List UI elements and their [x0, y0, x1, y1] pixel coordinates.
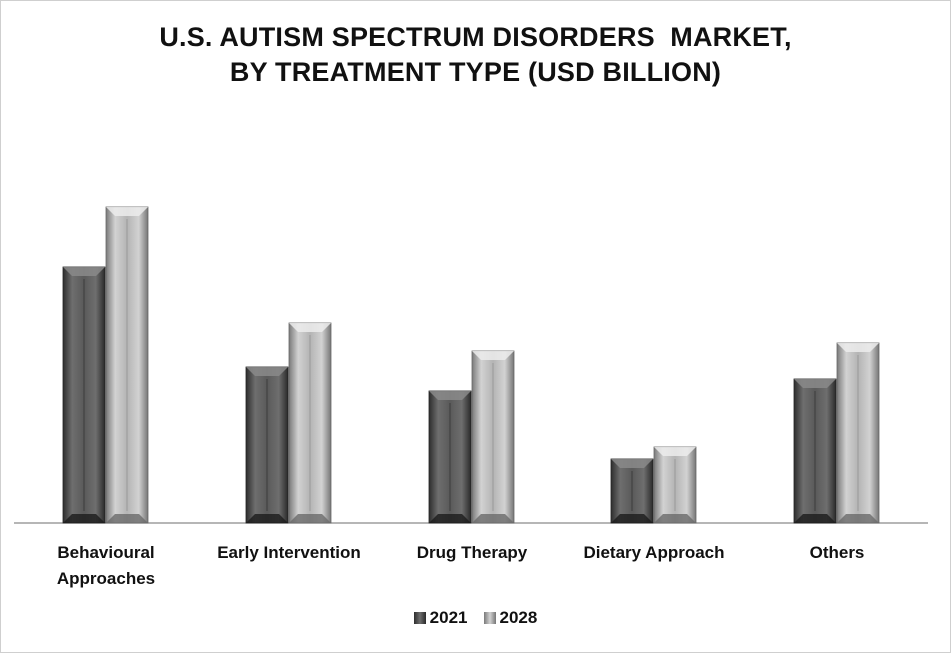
- legend-swatch-2028: [483, 612, 496, 624]
- bar-2028-1: [288, 322, 332, 524]
- chart-title: U.S. AUTISM SPECTRUM DISORDERS MARKET, B…: [0, 20, 951, 90]
- bar-2021-2: [428, 390, 472, 524]
- bar-2021-0: [62, 266, 106, 524]
- x-tick-label-3: Dietary Approach: [583, 543, 724, 562]
- chart-title-line-2: BY TREATMENT TYPE (USD BILLION): [229, 57, 722, 87]
- legend-item-2028: 2028: [483, 608, 538, 628]
- x-tick-label-1-line-0: Early Intervention: [217, 543, 361, 562]
- x-tick-labels: Behavioural Approaches Early Intervention D…: [57, 543, 865, 588]
- legend-item-2021: 2021: [413, 608, 468, 628]
- bar-2028-3: [653, 446, 697, 524]
- x-tick-label-4-line-0: Others: [810, 543, 865, 562]
- x-tick-label-4: Others: [810, 543, 865, 562]
- bar-2028-4: [836, 342, 880, 524]
- legend-swatch-2021: [413, 612, 426, 624]
- bars-group: [62, 206, 880, 524]
- x-tick-label-3-line-0: Dietary Approach: [583, 543, 724, 562]
- x-tick-label-0-line-0: Behavioural: [57, 543, 154, 562]
- bar-2028-2: [471, 350, 515, 524]
- legend-label-2021: 2021: [429, 608, 468, 627]
- bar-2021-3: [610, 458, 654, 524]
- bar-2028-0: [105, 206, 149, 524]
- x-tick-label-1: Early Intervention: [217, 543, 361, 562]
- chart-title-line-1: U.S. AUTISM SPECTRUM DISORDERS MARKET,: [159, 22, 792, 52]
- bar-2021-1: [245, 366, 289, 524]
- x-tick-label-0: Behavioural Approaches: [57, 543, 155, 588]
- x-tick-label-0-line-1: Approaches: [57, 569, 155, 588]
- legend-label-2028: 2028: [499, 608, 538, 627]
- legend: 2021 2028: [0, 608, 951, 628]
- bar-2021-4: [793, 378, 837, 524]
- x-tick-label-2-line-0: Drug Therapy: [417, 543, 528, 562]
- x-tick-label-2: Drug Therapy: [417, 543, 528, 562]
